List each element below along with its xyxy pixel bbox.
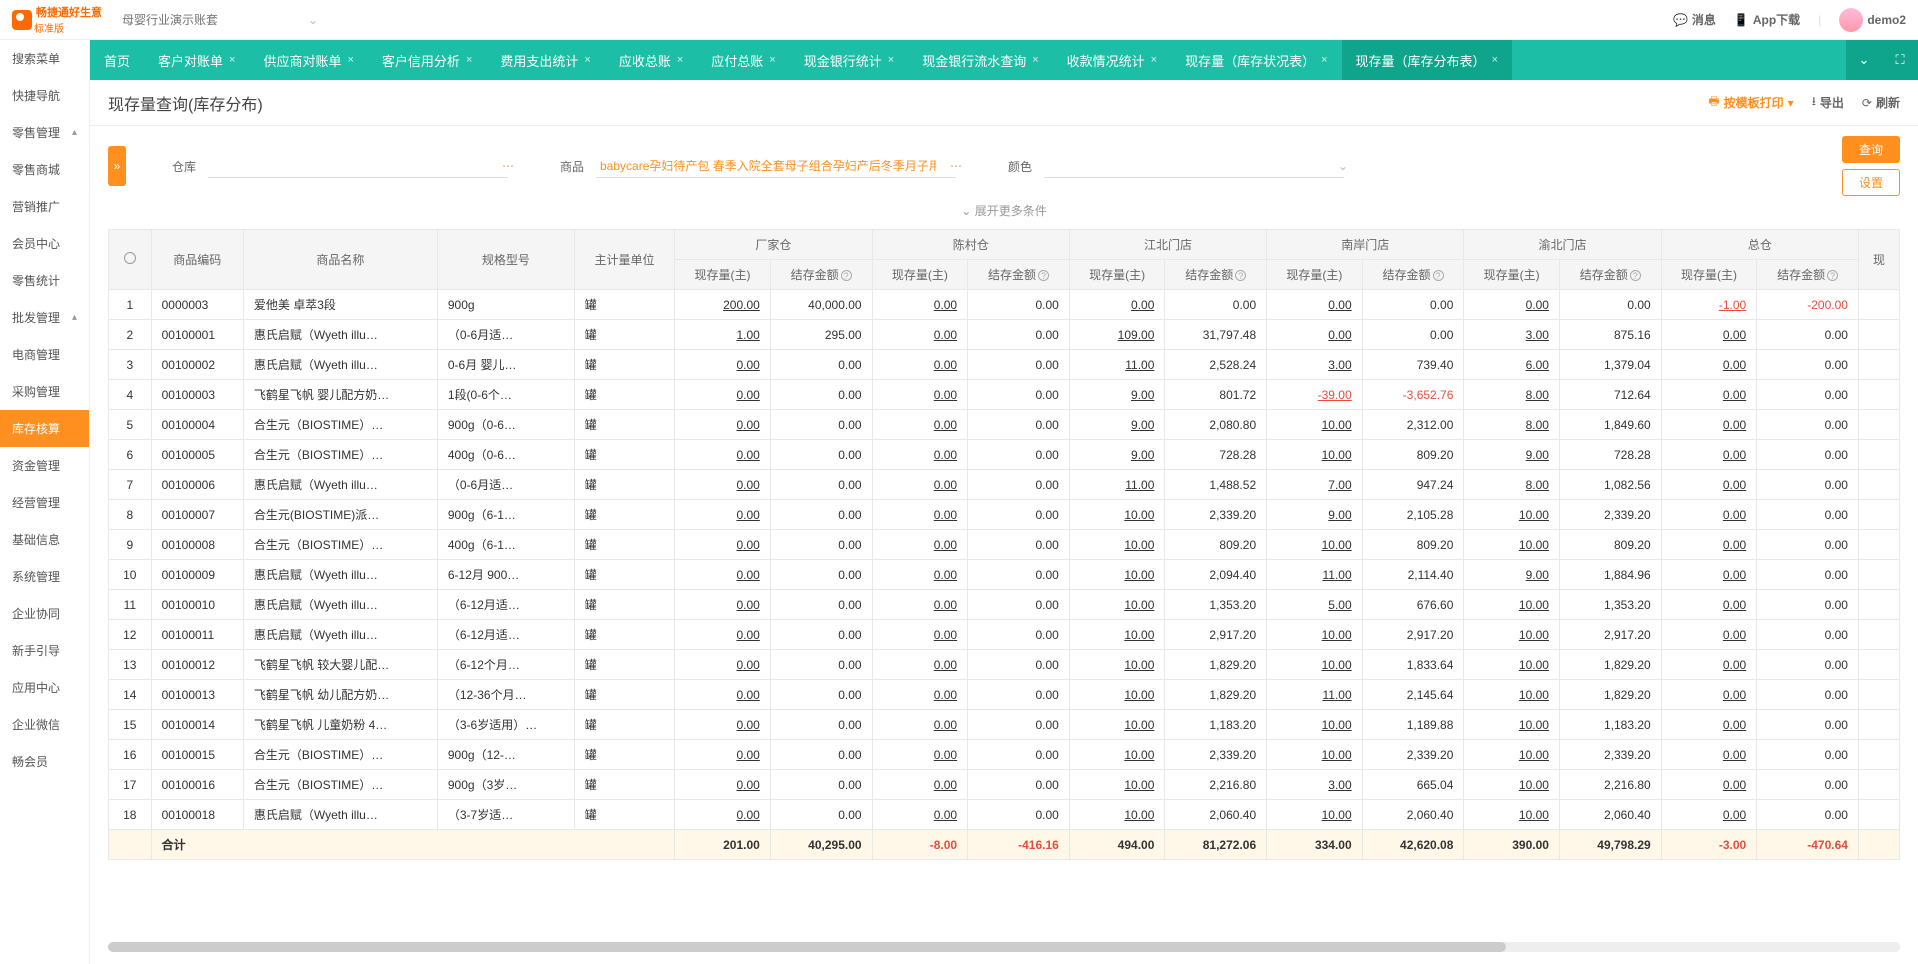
sidebar: 搜索菜单快捷导航零售管理▴零售商城营销推广会员中心零售统计批发管理▴电商管理采购… [0, 40, 90, 964]
table-row[interactable]: 1100100010惠氏启赋（Wyeth illu…（6-12月适…罐0.000… [109, 590, 1900, 620]
sidebar-item[interactable]: 新手引导 [0, 632, 89, 669]
table-row[interactable]: 600100005合生元（BIOSTIME）…400g（0-6…罐0.000.0… [109, 440, 1900, 470]
table-row[interactable]: 800100007合生元(BIOSTIME)派…900g（6-1…罐0.000.… [109, 500, 1900, 530]
horizontal-scrollbar[interactable] [108, 942, 1900, 952]
close-icon[interactable]: × [888, 54, 894, 66]
logo-icon [12, 10, 32, 30]
filter-bar: » 仓库 ⋯ 商品 ⋯ 颜色 ⌄ 查询 设置 [90, 126, 1918, 196]
data-grid[interactable]: 商品编码商品名称规格型号主计量单位厂家仓陈村仓江北门店南岸门店渝北门店总仓现现存… [90, 229, 1918, 942]
sidebar-item[interactable]: 批发管理▴ [0, 299, 89, 336]
sidebar-item[interactable]: 零售管理▴ [0, 114, 89, 151]
close-icon[interactable]: × [466, 54, 472, 66]
settings-button[interactable]: 设置 [1842, 169, 1900, 196]
gear-icon[interactable] [124, 252, 136, 264]
close-icon[interactable]: × [584, 54, 590, 66]
app-download-link[interactable]: 📱 App下载 [1734, 11, 1800, 28]
refresh-button[interactable]: ⟳ 刷新 [1862, 92, 1900, 113]
total-row: 合计201.0040,295.00-8.00-416.16494.0081,27… [109, 830, 1900, 860]
sidebar-item[interactable]: 营销推广 [0, 188, 89, 225]
page-header: 现存量查询(库存分布) 🖶 按模板打印 ▾ ⭳ 导出 ⟳ 刷新 [90, 80, 1918, 126]
close-icon[interactable]: × [1492, 54, 1498, 66]
table-row[interactable]: 700100006惠氏启赋（Wyeth illu…（0-6月适…罐0.000.0… [109, 470, 1900, 500]
tab[interactable]: 费用支出统计 × [486, 40, 604, 80]
tab[interactable]: 现存量（库存分布表） × [1342, 40, 1512, 80]
tab[interactable]: 应收总账 × [605, 40, 697, 80]
table-row[interactable]: 400100003飞鹤星飞帆 婴儿配方奶…1段(0-6个…罐0.000.000.… [109, 380, 1900, 410]
table-row[interactable]: 1000100009惠氏启赋（Wyeth illu…6-12月 900…罐0.0… [109, 560, 1900, 590]
tab[interactable]: 客户对账单 × [144, 40, 249, 80]
tab[interactable]: 应付总账 × [697, 40, 789, 80]
tab[interactable]: 供应商对账单 × [249, 40, 367, 80]
sidebar-item[interactable]: 快捷导航 [0, 77, 89, 114]
sidebar-item[interactable]: 搜索菜单 [0, 40, 89, 77]
table-row[interactable]: 1800100018惠氏启赋（Wyeth illu…（3-7岁适…罐0.000.… [109, 800, 1900, 830]
tab[interactable]: 客户信用分析 × [368, 40, 486, 80]
sidebar-item[interactable]: 资金管理 [0, 447, 89, 484]
sidebar-item[interactable]: 零售统计 [0, 262, 89, 299]
sidebar-item[interactable]: 企业协同 [0, 595, 89, 632]
expand-filters[interactable]: ⌄ 展开更多条件 [90, 196, 1918, 229]
table-row[interactable]: 1700100016合生元（BIOSTIME）…900g（3岁…罐0.000.0… [109, 770, 1900, 800]
fullscreen-icon[interactable]: ⛶ [1882, 40, 1918, 80]
sidebar-item[interactable]: 应用中心 [0, 669, 89, 706]
sidebar-item[interactable]: 会员中心 [0, 225, 89, 262]
product-input[interactable] [596, 155, 956, 178]
page-title: 现存量查询(库存分布) [108, 91, 263, 115]
messages-link[interactable]: 💬 消息 [1673, 11, 1716, 28]
sidebar-item[interactable]: 经营管理 [0, 484, 89, 521]
close-icon[interactable]: × [347, 54, 353, 66]
color-input[interactable] [1044, 155, 1344, 178]
sidebar-item[interactable]: 采购管理 [0, 373, 89, 410]
account-select[interactable] [122, 8, 302, 32]
tab[interactable]: 现金银行统计 × [790, 40, 908, 80]
topbar: 畅捷通好生意 标准版 ⌄ 💬 消息 📱 App下载 | demo2 [0, 0, 1918, 40]
table-row[interactable]: 1200100011惠氏启赋（Wyeth illu…（6-12月适…罐0.000… [109, 620, 1900, 650]
sidebar-item[interactable]: 库存核算 [0, 410, 89, 447]
export-button[interactable]: ⭳ 导出 [1812, 92, 1844, 113]
sidebar-item[interactable]: 零售商城 [0, 151, 89, 188]
table-row[interactable]: 10000003爱他美 卓萃3段900g罐200.0040,000.000.00… [109, 290, 1900, 320]
close-icon[interactable]: × [1032, 54, 1038, 66]
sidebar-item[interactable]: 基础信息 [0, 521, 89, 558]
tab[interactable]: 收款情况统计 × [1053, 40, 1171, 80]
table-row[interactable]: 300100002惠氏启赋（Wyeth illu…0-6月 婴儿…罐0.000.… [109, 350, 1900, 380]
tab[interactable]: 现金银行流水查询 × [908, 40, 1052, 80]
print-button[interactable]: 🖶 按模板打印 ▾ [1708, 92, 1793, 113]
user-menu[interactable]: demo2 [1839, 8, 1906, 32]
avatar [1839, 8, 1863, 32]
warehouse-input[interactable] [208, 155, 508, 178]
tab[interactable]: 首页 [90, 40, 144, 80]
close-icon[interactable]: × [1321, 54, 1327, 66]
edition-badge: 标准版 [34, 20, 102, 35]
sidebar-item[interactable]: 企业微信 [0, 706, 89, 743]
table-row[interactable]: 1400100013飞鹤星飞帆 幼儿配方奶…（12-36个月…罐0.000.00… [109, 680, 1900, 710]
table-row[interactable]: 1300100012飞鹤星飞帆 较大婴儿配…（6-12个月…罐0.000.000… [109, 650, 1900, 680]
search-button[interactable]: 查询 [1842, 136, 1900, 163]
logo: 畅捷通好生意 标准版 [12, 4, 102, 35]
collapse-filters-button[interactable]: » [108, 146, 126, 186]
tabs-bar: 首页客户对账单 ×供应商对账单 ×客户信用分析 ×费用支出统计 ×应收总账 ×应… [90, 40, 1918, 80]
warehouse-label: 仓库 [156, 158, 196, 175]
tabs-more-icon[interactable]: ⌄ [1846, 40, 1882, 80]
table-row[interactable]: 1500100014飞鹤星飞帆 儿童奶粉 4…（3-6岁适用）…罐0.000.0… [109, 710, 1900, 740]
tab[interactable]: 现存量（库存状况表） × [1171, 40, 1341, 80]
chevron-down-icon[interactable]: ⌄ [308, 13, 318, 27]
sidebar-item[interactable]: 畅会员 [0, 743, 89, 780]
brand-name: 畅捷通好生意 [36, 4, 102, 20]
table-row[interactable]: 900100008合生元（BIOSTIME）…400g（6-1…罐0.000.0… [109, 530, 1900, 560]
close-icon[interactable]: × [229, 54, 235, 66]
close-icon[interactable]: × [1151, 54, 1157, 66]
close-icon[interactable]: × [677, 54, 683, 66]
color-label: 颜色 [992, 158, 1032, 175]
product-label: 商品 [544, 158, 584, 175]
table-row[interactable]: 1600100015合生元（BIOSTIME）…900g（12-…罐0.000.… [109, 740, 1900, 770]
table-row[interactable]: 200100001惠氏启赋（Wyeth illu…（0-6月适…罐1.00295… [109, 320, 1900, 350]
sidebar-item[interactable]: 电商管理 [0, 336, 89, 373]
sidebar-item[interactable]: 系统管理 [0, 558, 89, 595]
table-row[interactable]: 500100004合生元（BIOSTIME）…900g（0-6…罐0.000.0… [109, 410, 1900, 440]
close-icon[interactable]: × [769, 54, 775, 66]
